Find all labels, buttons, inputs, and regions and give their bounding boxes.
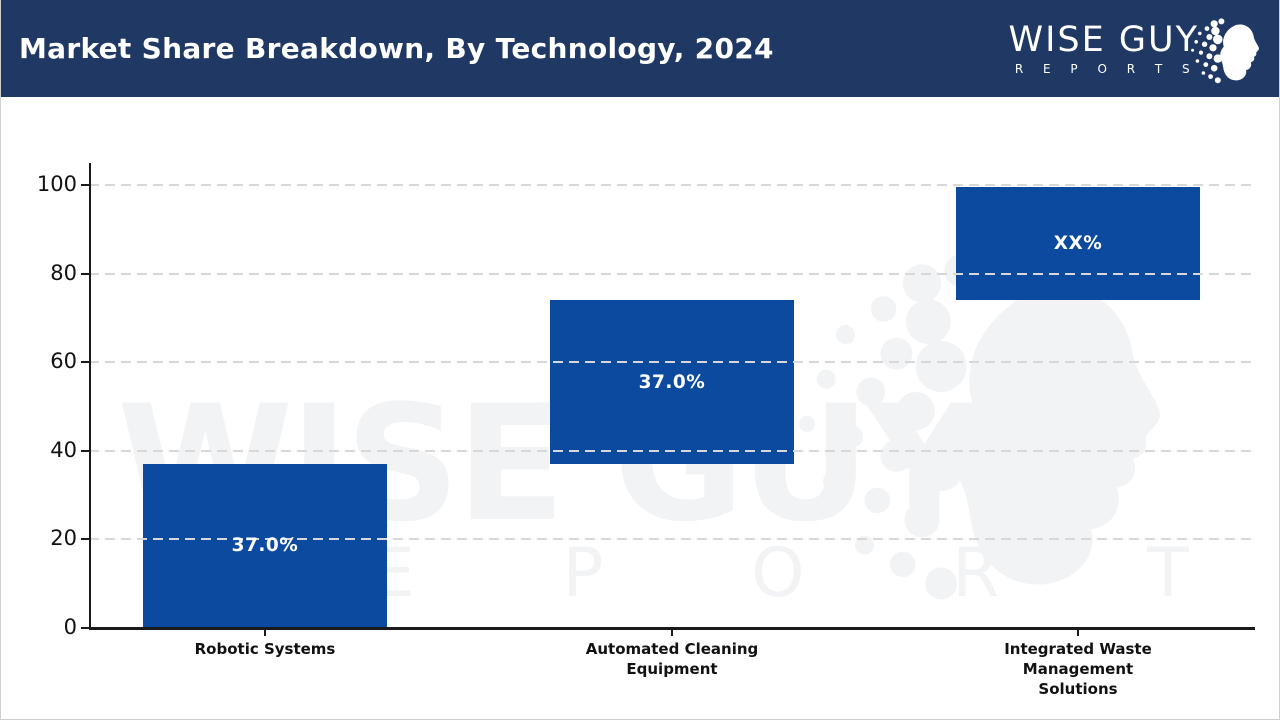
x-category-label-line: Robotic Systems bbox=[194, 640, 336, 658]
logo-wise-guy-text: WISE GUY bbox=[1008, 19, 1199, 60]
gridline bbox=[89, 361, 1255, 364]
x-category-label: Integrated Waste Management Solutions bbox=[938, 639, 1218, 699]
y-tick-mark bbox=[81, 538, 89, 541]
y-tick-label: 20 bbox=[50, 526, 77, 551]
y-tick-mark bbox=[81, 626, 89, 629]
y-tick-mark bbox=[81, 449, 89, 452]
y-axis-spine bbox=[89, 163, 91, 630]
bar-segment bbox=[550, 300, 794, 464]
x-tick-mark bbox=[1077, 630, 1079, 636]
gridline bbox=[89, 538, 1255, 541]
gridline bbox=[89, 272, 1255, 275]
x-category-label-line: Automated Cleaning bbox=[585, 640, 759, 658]
bar-segment bbox=[956, 187, 1200, 301]
bar-value-label: 37.0% bbox=[638, 371, 706, 393]
header: Market Share Breakdown, By Technology, 2… bbox=[1, 0, 1279, 97]
x-tick-mark bbox=[671, 630, 673, 636]
wiseguy-face-icon bbox=[1191, 17, 1259, 83]
y-tick-label: 0 bbox=[63, 614, 77, 639]
x-category-label-line: Integrated Waste bbox=[1004, 640, 1152, 658]
y-tick-label: 80 bbox=[50, 260, 77, 285]
x-category-label-line: Solutions bbox=[1038, 680, 1118, 698]
gridline bbox=[89, 184, 1255, 187]
y-tick-label: 60 bbox=[50, 349, 77, 374]
y-tick-mark bbox=[81, 184, 89, 187]
bar-segment bbox=[143, 463, 387, 628]
watermark-face-shape bbox=[799, 254, 1160, 600]
x-category-label-line: Equipment bbox=[626, 660, 718, 678]
plot-area: WISE GUY R E P O R T S 37.0%37.0%XX%0204… bbox=[1, 97, 1279, 719]
wiseguy-logo: WISE GUY R E P O R T S bbox=[1008, 6, 1261, 92]
y-tick-mark bbox=[81, 361, 89, 364]
x-category-label: Robotic Systems bbox=[125, 639, 405, 659]
wiseguy-logo-text: WISE GUY R E P O R T S bbox=[1008, 19, 1199, 76]
bar-value-label: XX% bbox=[1053, 233, 1103, 255]
y-tick-mark bbox=[81, 272, 89, 275]
x-category-label: Automated Cleaning Equipment bbox=[532, 639, 812, 679]
bar-value-label: 37.0% bbox=[231, 535, 299, 557]
x-category-label-line: Management bbox=[1022, 660, 1134, 678]
chart-title: Market Share Breakdown, By Technology, 2… bbox=[19, 32, 774, 65]
x-tick-mark bbox=[264, 630, 266, 636]
y-tick-label: 40 bbox=[50, 437, 77, 462]
gridline bbox=[89, 449, 1255, 452]
logo-reports-text: R E P O R T S bbox=[1014, 61, 1198, 76]
x-axis-spine bbox=[89, 627, 1255, 630]
y-tick-label: 100 bbox=[36, 172, 77, 197]
